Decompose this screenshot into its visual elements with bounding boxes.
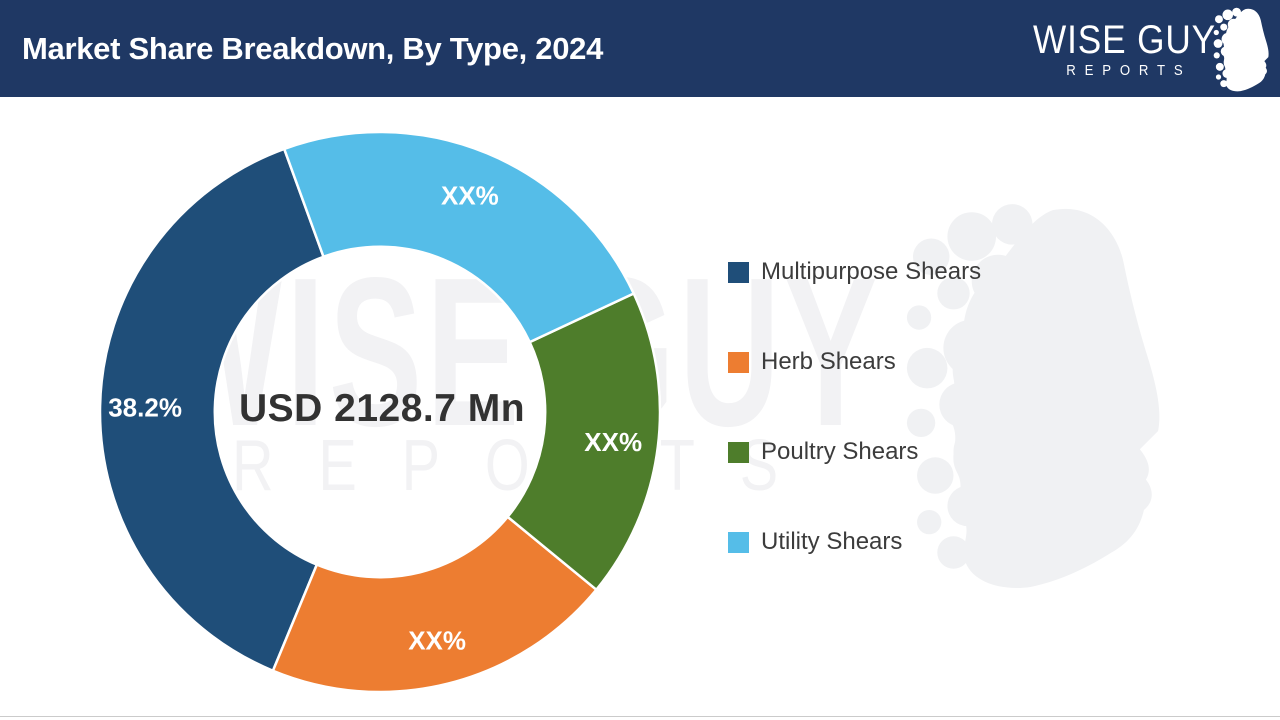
slice-percent-label: 38.2%	[108, 392, 182, 422]
legend-label: Multipurpose Shears	[761, 258, 982, 285]
watermark-text-reports: REPORTS	[232, 426, 823, 506]
legend-label: Herb Shears	[761, 348, 896, 375]
slice-percent-label: XX%	[584, 427, 642, 457]
brand-face-icon	[1213, 7, 1269, 91]
legend-item-herb-shears: Herb Shears	[728, 348, 981, 376]
legend-item-utility-shears: Utility Shears	[728, 528, 981, 556]
legend-swatch-utility-shears	[728, 531, 749, 553]
chart-center-value: USD 2128.7 Mn	[238, 387, 526, 430]
donut-segment-utility-shears	[282, 130, 635, 344]
brand-name: WISE GUY	[1032, 17, 1216, 62]
donut-chart: 38.2% XX% XX% XX%	[98, 130, 662, 694]
legend-swatch-multipurpose-shears	[728, 261, 749, 283]
legend-label: Utility Shears	[761, 528, 903, 555]
brand-subtitle: REPORTS	[1066, 61, 1192, 79]
legend-item-multipurpose-shears: Multipurpose Shears	[728, 258, 981, 286]
donut-segment-multipurpose-shears	[98, 147, 325, 672]
slice-percent-label: XX%	[408, 625, 466, 655]
brand-logo-text: WISE GUY REPORTS	[1033, 20, 1216, 78]
legend-swatch-poultry-shears	[728, 441, 749, 463]
chart-legend: Multipurpose Shears Herb Shears Poultry …	[728, 258, 981, 618]
legend-label: Poultry Shears	[761, 438, 919, 465]
legend-item-poultry-shears: Poultry Shears	[728, 438, 981, 466]
brand-logo: WISE GUY REPORTS	[1008, 0, 1270, 97]
donut-segment-poultry-shears	[506, 292, 662, 591]
bottom-divider	[0, 716, 1280, 717]
slice-percent-label: XX%	[441, 180, 499, 210]
page-title: Market Share Breakdown, By Type, 2024	[22, 30, 604, 66]
header-bar: Market Share Breakdown, By Type, 2024 WI…	[0, 0, 1280, 97]
donut-segment-herb-shears	[271, 515, 598, 694]
legend-swatch-herb-shears	[728, 351, 749, 373]
